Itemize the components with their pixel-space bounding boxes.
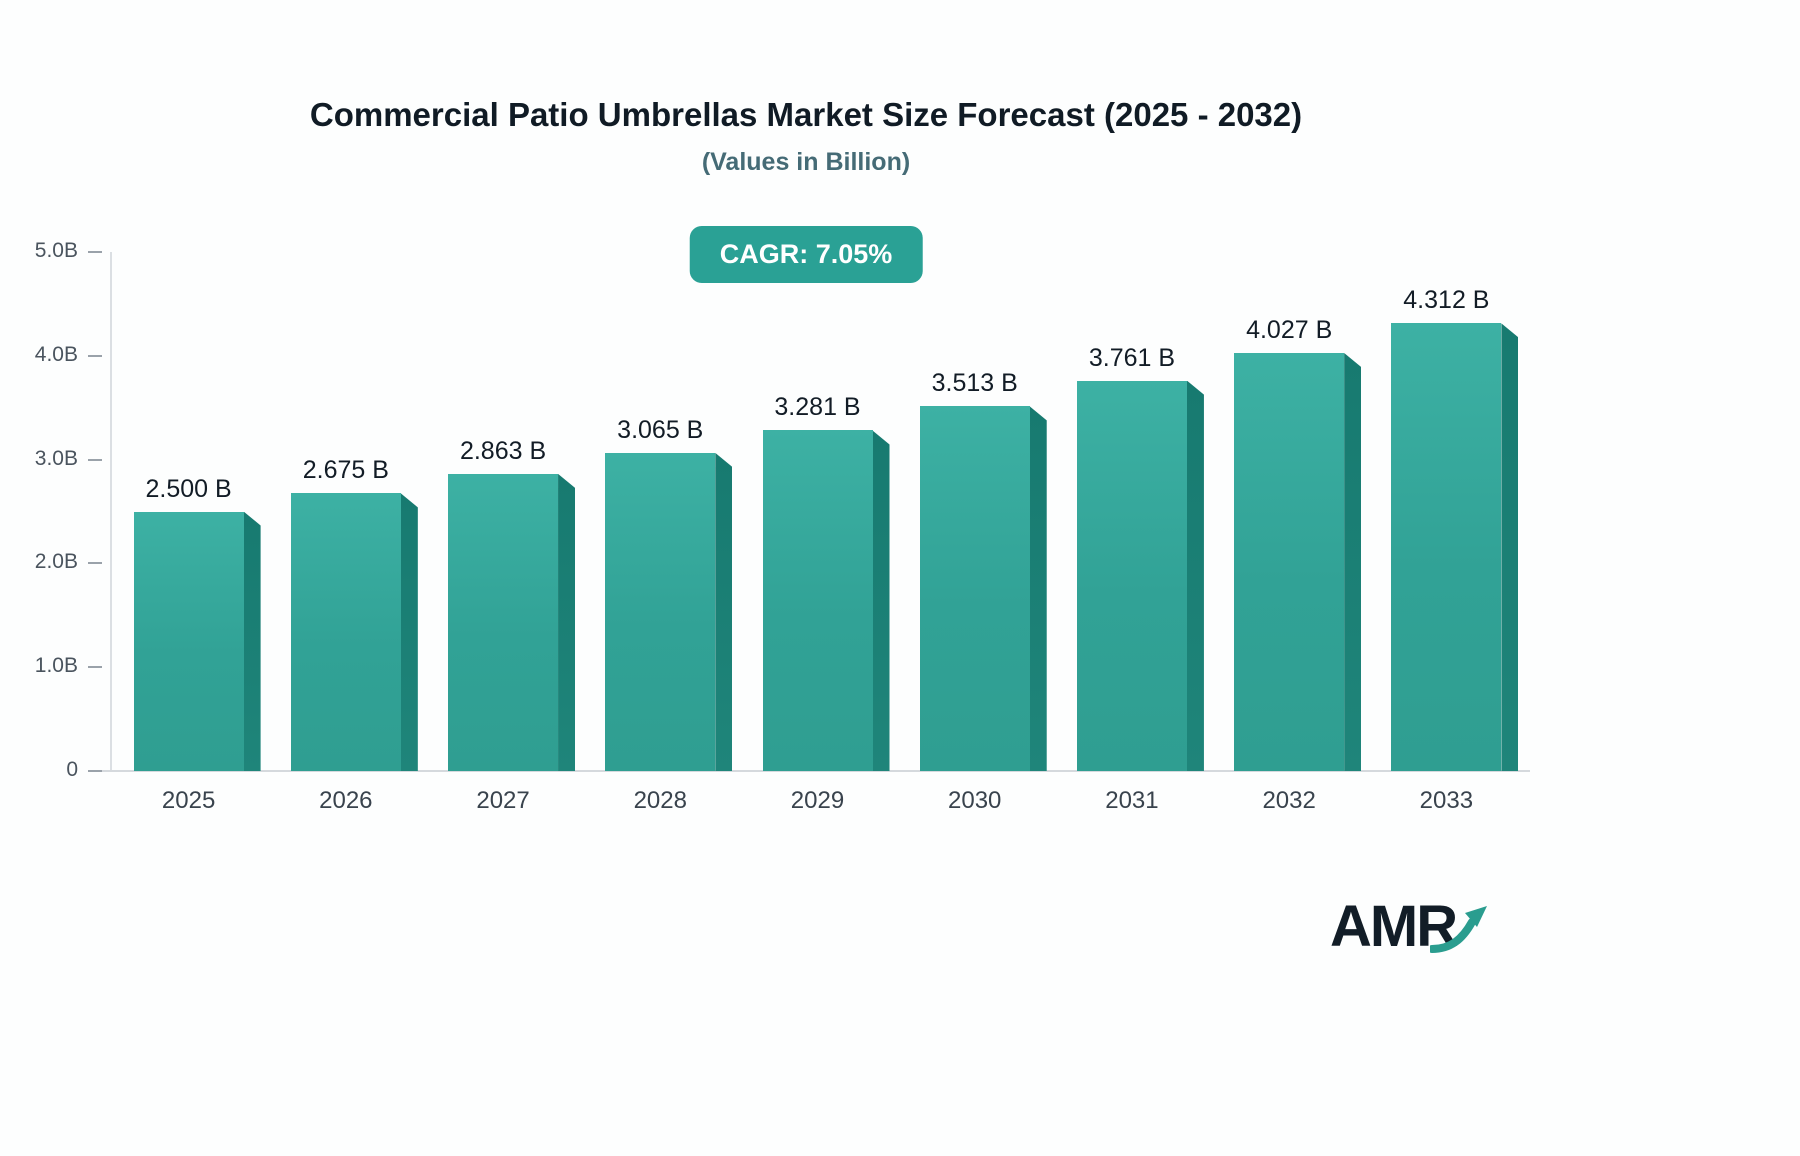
bar-side-face [1344, 353, 1362, 771]
x-axis-label: 2031 [1105, 787, 1159, 814]
bar-front-face [133, 511, 244, 771]
bar-side-face [558, 473, 576, 771]
x-axis-label: 2030 [948, 787, 1002, 814]
bar-2031: 3.761 B [1076, 344, 1204, 771]
bar-value-label: 3.065 B [617, 415, 704, 444]
y-axis-tick [88, 458, 102, 461]
bar-2029: 3.281 B [762, 393, 890, 771]
x-axis-line [93, 770, 1530, 772]
bar-2027: 2.863 B [448, 437, 576, 771]
bar-2032: 4.027 B [1234, 316, 1362, 771]
x-axis-label: 2025 [161, 787, 216, 814]
y-axis-tick [88, 354, 102, 357]
chart-subtitle: (Values in Billion) [701, 148, 911, 176]
bar-front-face [1234, 353, 1345, 771]
bar-front-face [762, 430, 873, 771]
bar-value-label: 3.513 B [931, 369, 1018, 398]
bar-2033: 4.312 B [1391, 286, 1519, 771]
bar-2028: 3.065 B [605, 416, 733, 771]
bar-value-label: 4.027 B [1246, 316, 1333, 344]
bar-2025: 2.500 B [133, 475, 261, 771]
bar-side-face [872, 430, 890, 771]
bar-front-face [448, 473, 559, 771]
bar-value-label: 2.675 B [302, 456, 389, 485]
x-axis-label: 2029 [790, 787, 845, 814]
bar-2030: 3.513 B [919, 369, 1047, 771]
y-axis-label: 2.0B [34, 550, 78, 574]
bar-side-face [1029, 406, 1047, 771]
y-axis-tick [88, 770, 102, 772]
bar-front-face [919, 406, 1030, 771]
x-axis-label: 2028 [633, 787, 687, 814]
chart-title: Commercial Patio Umbrellas Market Size F… [309, 96, 1303, 133]
x-axis-label: 2026 [319, 787, 373, 814]
bar-front-face [290, 493, 401, 771]
y-axis-label: 1.0B [34, 654, 78, 678]
y-axis-line [110, 252, 112, 771]
y-axis-tick [88, 666, 102, 669]
cagr-badge: CAGR: 7.05% [689, 226, 923, 283]
bar-value-label: 2.500 B [145, 474, 232, 503]
amr-logo: AMR [1330, 896, 1500, 966]
amr-logo-arrow-icon [1430, 906, 1487, 953]
y-axis-tick [88, 562, 102, 565]
bar-value-label: 4.312 B [1403, 286, 1490, 315]
bar-value-label: 3.761 B [1088, 343, 1176, 372]
y-axis-label: 5.0B [34, 239, 78, 262]
bar-side-face [243, 511, 261, 771]
y-axis-tick [88, 251, 102, 253]
y-axis-label: 4.0B [34, 342, 78, 366]
x-axis-label: 2033 [1419, 787, 1474, 814]
bar-side-face [400, 493, 418, 771]
bar-side-face [1186, 380, 1204, 771]
bar-2026: 2.675 B [290, 456, 418, 771]
bar-front-face [1076, 380, 1187, 771]
bar-front-face [605, 452, 716, 771]
y-axis-label: 0 [66, 758, 78, 781]
bar-value-label: 3.281 B [774, 393, 861, 422]
plot-area: 2.500 B 2.675 B 2.863 B 3.065 B 3.281 B 3.513… [110, 252, 1525, 771]
y-axis-label: 3.0B [34, 446, 78, 470]
bar-value-label: 2.863 B [459, 436, 547, 465]
bar-side-face [715, 452, 733, 771]
x-axis-label: 2032 [1262, 787, 1316, 814]
x-axis-label: 2027 [476, 787, 530, 814]
bar-front-face [1391, 323, 1502, 771]
bar-side-face [1501, 323, 1519, 771]
